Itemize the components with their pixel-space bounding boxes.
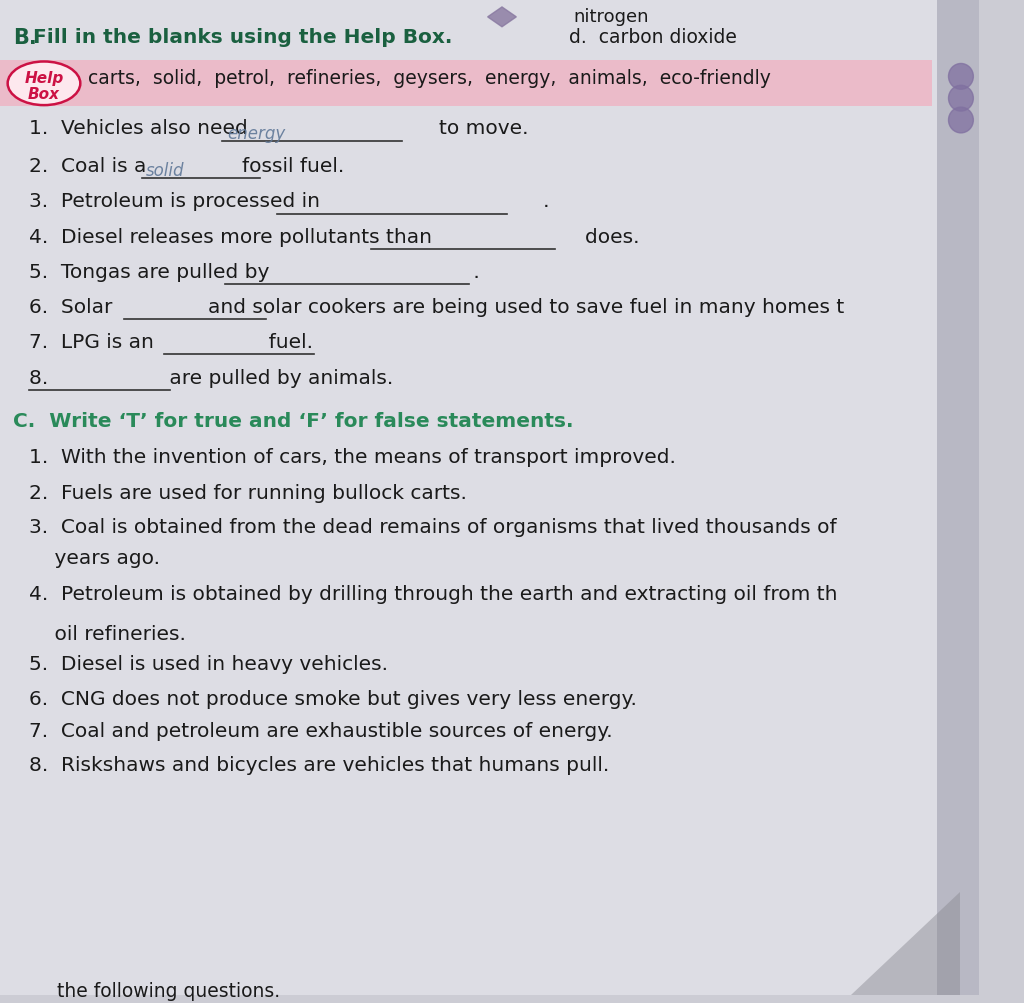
Text: 7.  Coal and petroleum are exhaustible sources of energy.: 7. Coal and petroleum are exhaustible so… [29, 721, 612, 740]
Text: 1.  Vehicles also need                              to move.: 1. Vehicles also need to move. [29, 119, 528, 137]
Text: 1.  With the invention of cars, the means of transport improved.: 1. With the invention of cars, the means… [29, 448, 676, 466]
Text: Box: Box [28, 87, 60, 102]
FancyBboxPatch shape [0, 0, 937, 995]
Polygon shape [487, 8, 516, 28]
Text: 8.  Riskshaws and bicycles are vehicles that humans pull.: 8. Riskshaws and bicycles are vehicles t… [29, 755, 609, 774]
Text: 2.  Fuels are used for running bullock carts.: 2. Fuels are used for running bullock ca… [29, 483, 467, 503]
FancyBboxPatch shape [937, 0, 979, 995]
Text: solid: solid [145, 161, 184, 180]
Text: B.: B. [13, 28, 37, 48]
Circle shape [948, 108, 974, 133]
FancyBboxPatch shape [0, 61, 932, 107]
Text: 7.  LPG is an                  fuel.: 7. LPG is an fuel. [29, 333, 312, 352]
Circle shape [948, 86, 974, 112]
Text: 6.  Solar               and solar cookers are being used to save fuel in many ho: 6. Solar and solar cookers are being use… [29, 297, 844, 316]
Text: d.  carbon dioxide: d. carbon dioxide [569, 28, 737, 47]
Text: 3.  Coal is obtained from the dead remains of organisms that lived thousands of: 3. Coal is obtained from the dead remain… [29, 518, 837, 537]
Text: years ago.: years ago. [29, 549, 160, 568]
Text: 5.  Tongas are pulled by                                .: 5. Tongas are pulled by . [29, 263, 479, 282]
Text: oil refineries.: oil refineries. [29, 624, 185, 643]
Text: carts,  solid,  petrol,  refineries,  geysers,  energy,  animals,  eco-friendly: carts, solid, petrol, refineries, geyser… [88, 69, 771, 88]
Text: Help: Help [25, 71, 63, 86]
Text: 8.                   are pulled by animals.: 8. are pulled by animals. [29, 368, 393, 387]
Polygon shape [851, 892, 959, 995]
Text: 2.  Coal is a               fossil fuel.: 2. Coal is a fossil fuel. [29, 156, 344, 176]
Ellipse shape [7, 62, 80, 106]
Text: 4.  Petroleum is obtained by drilling through the earth and extracting oil from : 4. Petroleum is obtained by drilling thr… [29, 585, 838, 604]
Text: 6.  CNG does not produce smoke but gives very less energy.: 6. CNG does not produce smoke but gives … [29, 690, 637, 708]
Text: 5.  Diesel is used in heavy vehicles.: 5. Diesel is used in heavy vehicles. [29, 654, 388, 673]
Text: 3.  Petroleum is processed in                                   .: 3. Petroleum is processed in . [29, 193, 549, 212]
Text: the following questions.: the following questions. [57, 981, 281, 1000]
Text: Fill in the blanks using the Help Box.: Fill in the blanks using the Help Box. [34, 28, 453, 47]
Text: nitrogen: nitrogen [573, 8, 649, 26]
Text: energy: energy [227, 124, 286, 142]
Text: 4.  Diesel releases more pollutants than                        does.: 4. Diesel releases more pollutants than … [29, 228, 639, 247]
Circle shape [948, 64, 974, 90]
Text: C.  Write ‘T’ for true and ‘F’ for false statements.: C. Write ‘T’ for true and ‘F’ for false … [13, 411, 573, 430]
